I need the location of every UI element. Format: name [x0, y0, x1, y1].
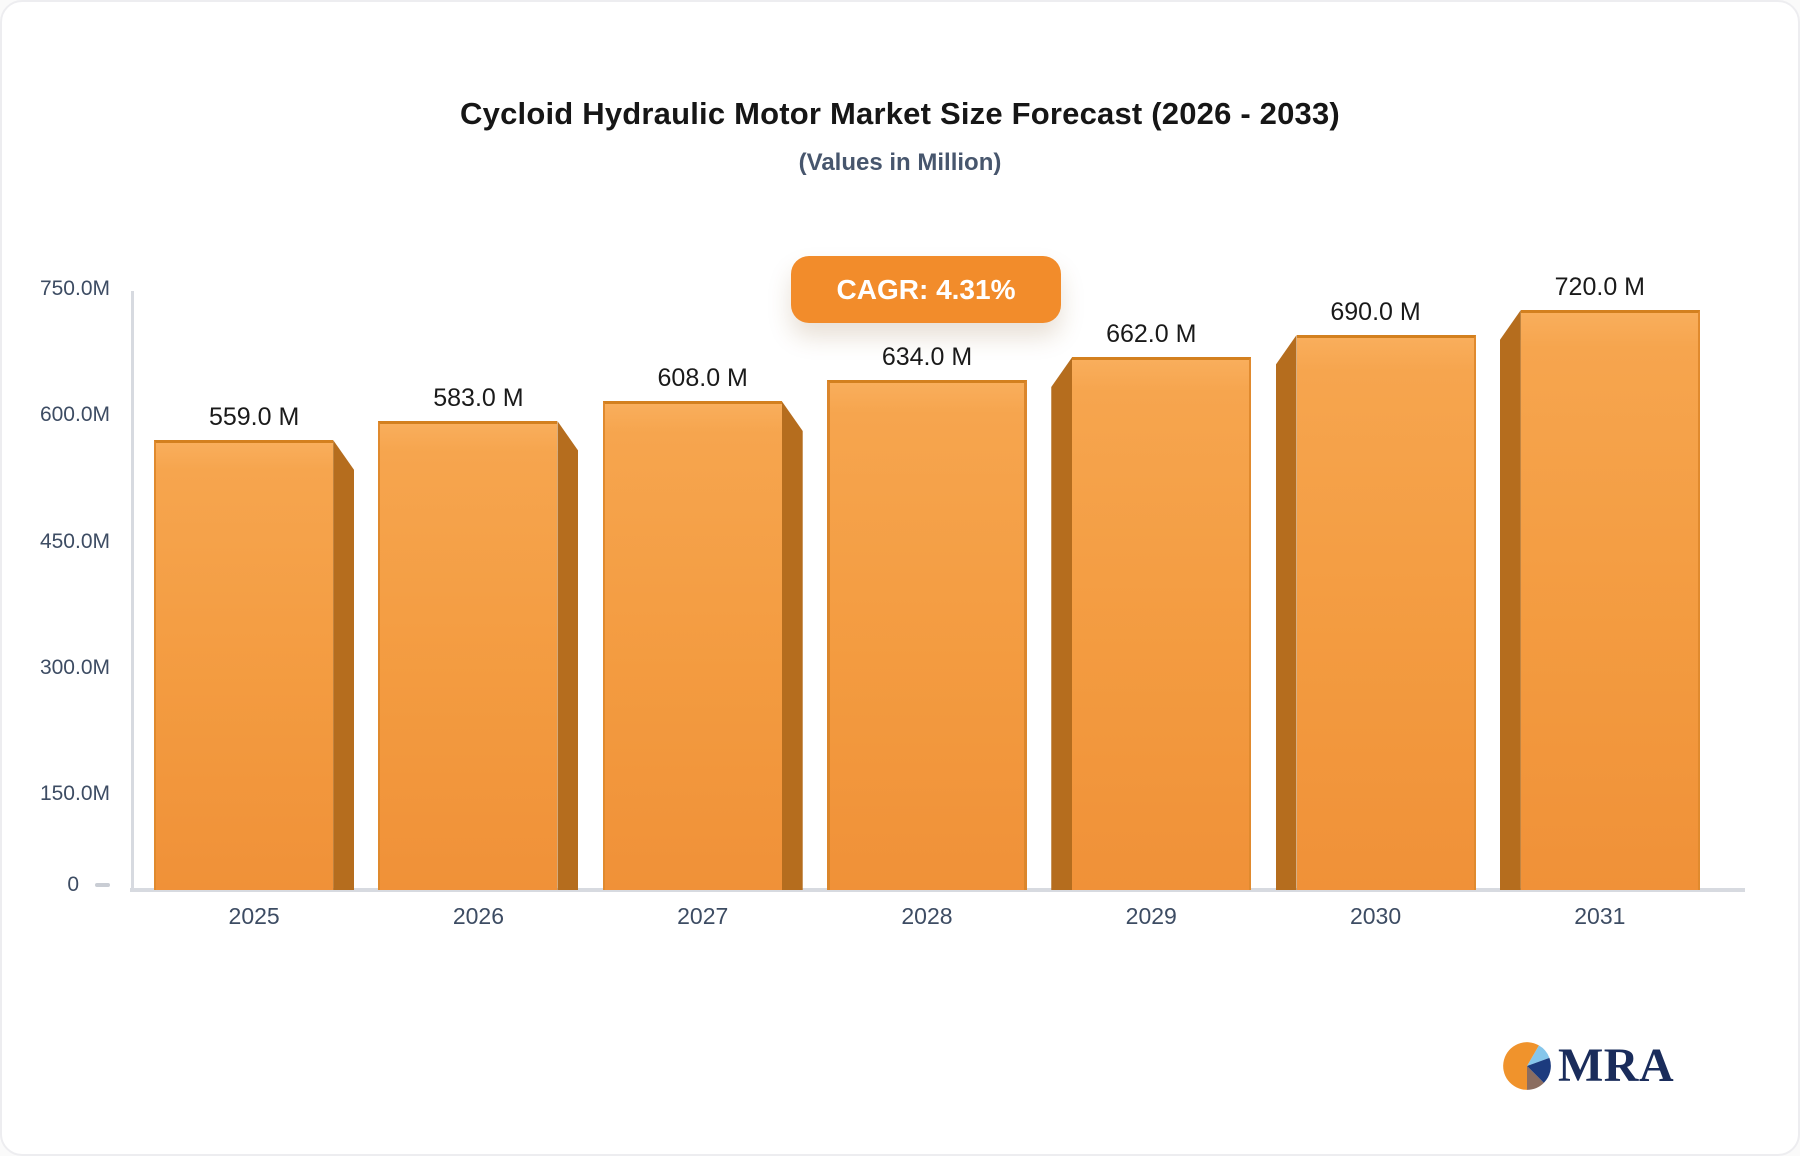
x-tick-label-2026: 2026: [452, 903, 504, 929]
bar-slot-2028: 634.0 M: [815, 343, 1039, 890]
mra-pie-icon: [1503, 1042, 1551, 1090]
bar-2029: 662.0 M: [1051, 320, 1252, 890]
bar-3d-side: [1499, 310, 1521, 890]
bar-slot-2025: 559.0 M: [142, 403, 366, 890]
mra-logo-text: MRA: [1558, 1039, 1675, 1092]
mra-logo: MRA: [1501, 1040, 1674, 1092]
bar-2025: 559.0 M: [154, 403, 355, 890]
bar-face: [1520, 310, 1700, 890]
bar-face: [826, 380, 1027, 890]
bar-face: [154, 440, 334, 890]
pie-slice-navy: [1527, 1057, 1551, 1083]
y-tick-label: 750.0M: [39, 277, 110, 300]
bar-slot-2030: 690.0 M: [1263, 298, 1487, 890]
y-tick-150.0M: 150.0M: [2, 779, 110, 809]
bar-value-label: 634.0 M: [881, 343, 973, 371]
bar-value-label: 662.0 M: [1106, 320, 1197, 348]
bar-value-label: 559.0 M: [208, 403, 300, 431]
bar-2031: 720.0 M: [1499, 273, 1700, 890]
chart-title: Cycloid Hydraulic Motor Market Size Fore…: [460, 96, 1340, 131]
y-tick-300.0M: 300.0M: [2, 653, 110, 683]
bar-3d-side: [781, 401, 803, 890]
x-tick-label-2025: 2025: [228, 903, 280, 929]
y-tick-label: 0: [67, 873, 79, 896]
bar-face: [1072, 357, 1252, 890]
bars-layer: 559.0 M 583.0 M 608.0 M 634.0 M 662.0 M 690.0…: [142, 2, 1712, 890]
bar-3d-side: [333, 440, 355, 890]
bar-face: [602, 401, 782, 890]
x-tick-label-2030: 2030: [1349, 903, 1402, 929]
chart-subtitle: (Values in Million): [798, 149, 1002, 176]
cagr-badge: CAGR: 4.31%: [791, 256, 1061, 323]
bar-slot-2031: 720.0 M: [1488, 273, 1712, 890]
cagr-badge-label: CAGR: 4.31%: [836, 273, 1016, 305]
bar-2027: 608.0 M: [602, 364, 803, 890]
bar-face: [378, 421, 558, 890]
bar-3d-side: [1051, 357, 1073, 890]
y-tick-label: 150.0M: [39, 782, 110, 805]
x-tick-label-2031: 2031: [1574, 903, 1626, 929]
bar-2028: 634.0 M: [826, 343, 1027, 890]
bar-3d-side: [1275, 335, 1297, 890]
bar-value-label: 690.0 M: [1330, 298, 1421, 326]
bar-value-label: 608.0 M: [657, 364, 748, 392]
pie-slice-brown: [1527, 1066, 1544, 1090]
x-axis-line: [130, 888, 1745, 892]
y-tick-450.0M: 450.0M: [2, 527, 110, 557]
y-tick-600.0M: 600.0M: [2, 400, 110, 430]
pie-slice-light-blue: [1527, 1045, 1550, 1066]
y-tick-label: 450.0M: [39, 530, 110, 553]
x-axis-labels-layer: 2025 2026 2027 2028 2029 2030 2031: [142, 903, 1712, 930]
zero-tick-dash: [95, 883, 110, 887]
y-tick-0: 0: [2, 870, 110, 900]
bar-face: [1296, 335, 1476, 890]
bar-value-label: 583.0 M: [433, 384, 524, 412]
pie-slice-orange: [1503, 1042, 1539, 1090]
x-tick-label-2028: 2028: [901, 903, 953, 929]
x-tick-label-2029: 2029: [1125, 903, 1177, 929]
bar-slot-2029: 662.0 M: [1039, 320, 1263, 890]
bar-value-label: 720.0 M: [1554, 273, 1645, 301]
y-tick-label: 600.0M: [39, 403, 110, 426]
bar-2026: 583.0 M: [378, 384, 579, 890]
y-axis-line: [131, 291, 134, 890]
y-tick-label: 300.0M: [39, 656, 110, 679]
x-tick-label-2027: 2027: [677, 903, 729, 929]
bar-2030: 690.0 M: [1275, 298, 1476, 890]
bar-slot-2026: 583.0 M: [366, 384, 590, 890]
bar-slot-2027: 608.0 M: [591, 364, 815, 890]
bar-3d-side: [557, 421, 579, 890]
y-tick-750.0M: 750.0M: [2, 274, 110, 304]
